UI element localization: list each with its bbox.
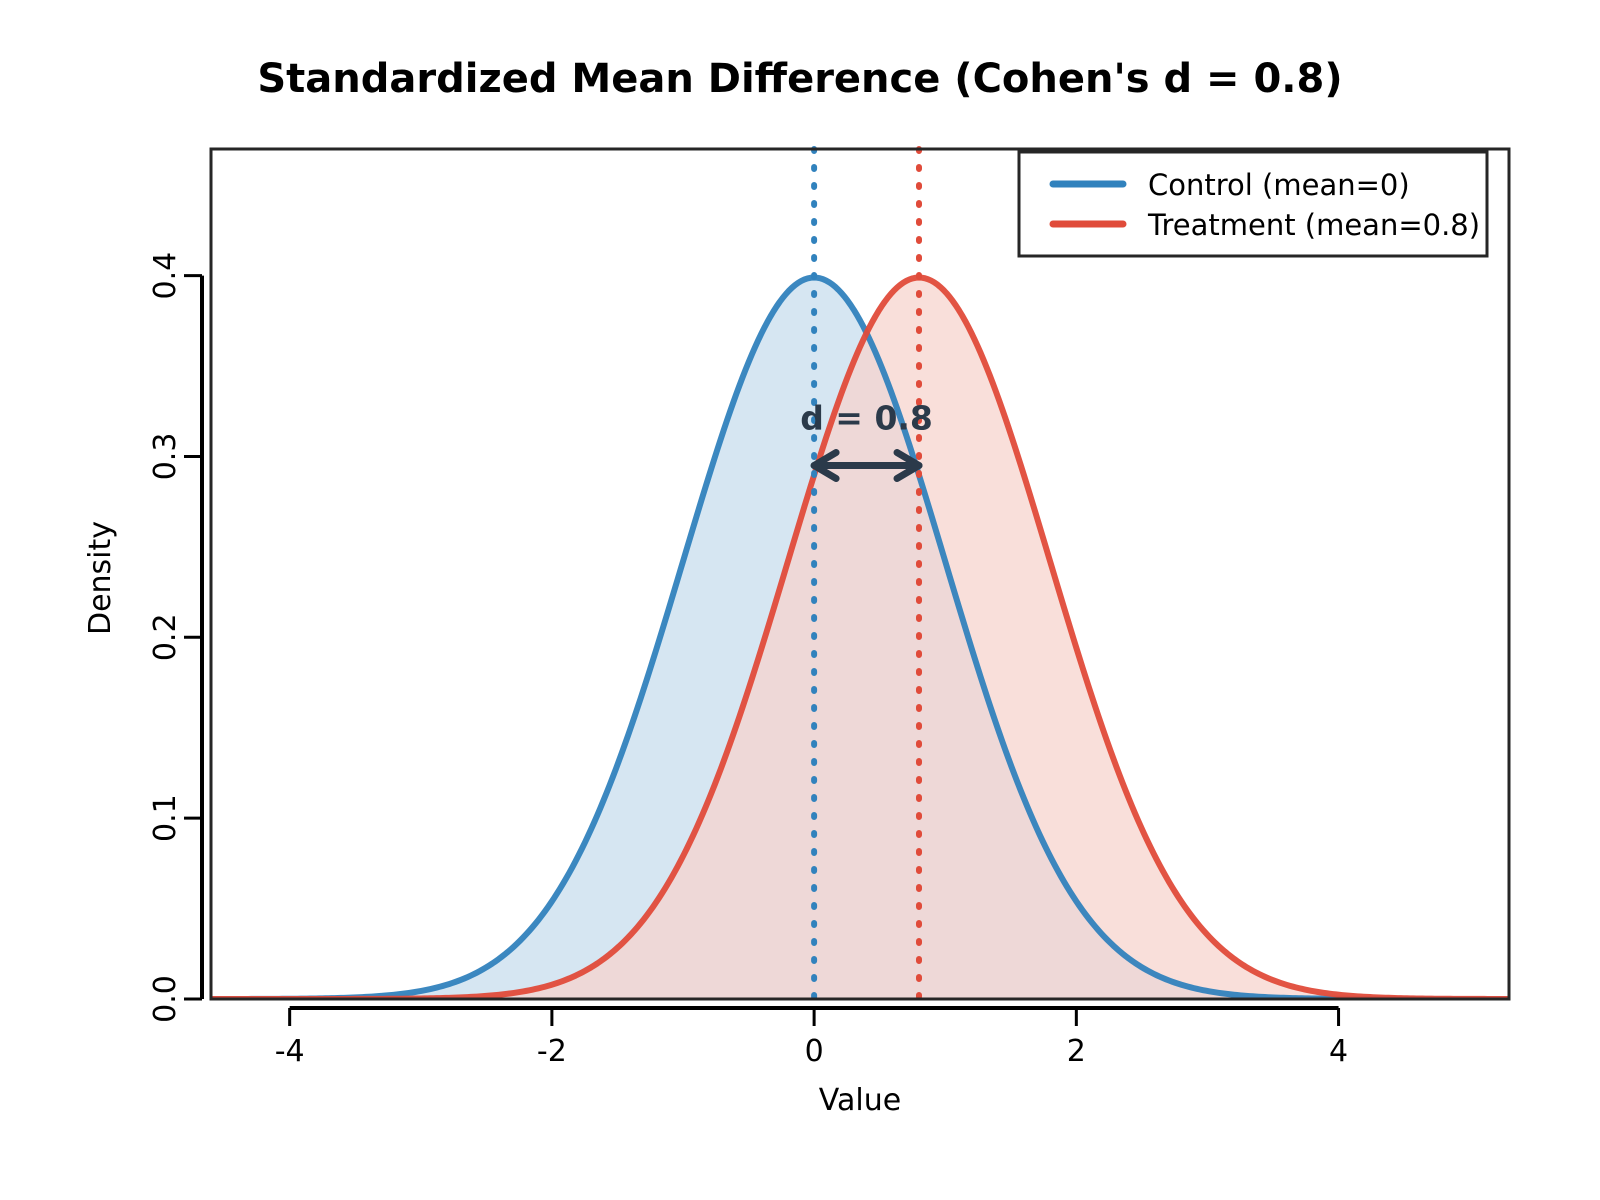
mean-vertical-lines-group [811,146,922,1002]
y-tick-label: 0.1 [148,794,183,842]
effect-size-annotation: d = 0.8 [800,398,933,482]
y-axis-label: Density [83,521,118,635]
x-tick-label: -2 [537,1034,567,1069]
x-tick-label: 2 [1067,1034,1086,1069]
legend[interactable]: Control (mean=0) Treatment (mean=0.8) [1017,150,1489,258]
x-tick-label: 0 [805,1034,824,1069]
legend-label-control: Control (mean=0) [1148,168,1410,202]
y-tick-label: 0.3 [148,433,183,481]
y-tick-label: 0.0 [148,975,183,1023]
x-axis: -4 -2 0 2 4 [275,1006,1348,1069]
x-tick-label: -4 [275,1034,305,1069]
y-tick-label: 0.4 [148,252,183,300]
annotation-arrow-head-right [893,448,923,482]
annotation-arrow-head-left [810,448,840,482]
legend-box [1017,150,1489,258]
legend-label-treatment: Treatment (mean=0.8) [1147,208,1480,242]
density-area-treatment [211,277,1509,999]
y-tick-label: 0.2 [148,613,183,661]
density-curves-group [211,274,1509,999]
page-title: Standardized Mean Difference (Cohen's d … [257,56,1342,102]
x-tick-label: 4 [1329,1034,1348,1069]
plot-frame [209,147,1511,1001]
y-axis: 0.0 0.1 0.2 0.3 0.4 [148,252,204,1023]
x-axis-label: Value [819,1083,901,1118]
annotation-text: d = 0.8 [800,398,933,437]
